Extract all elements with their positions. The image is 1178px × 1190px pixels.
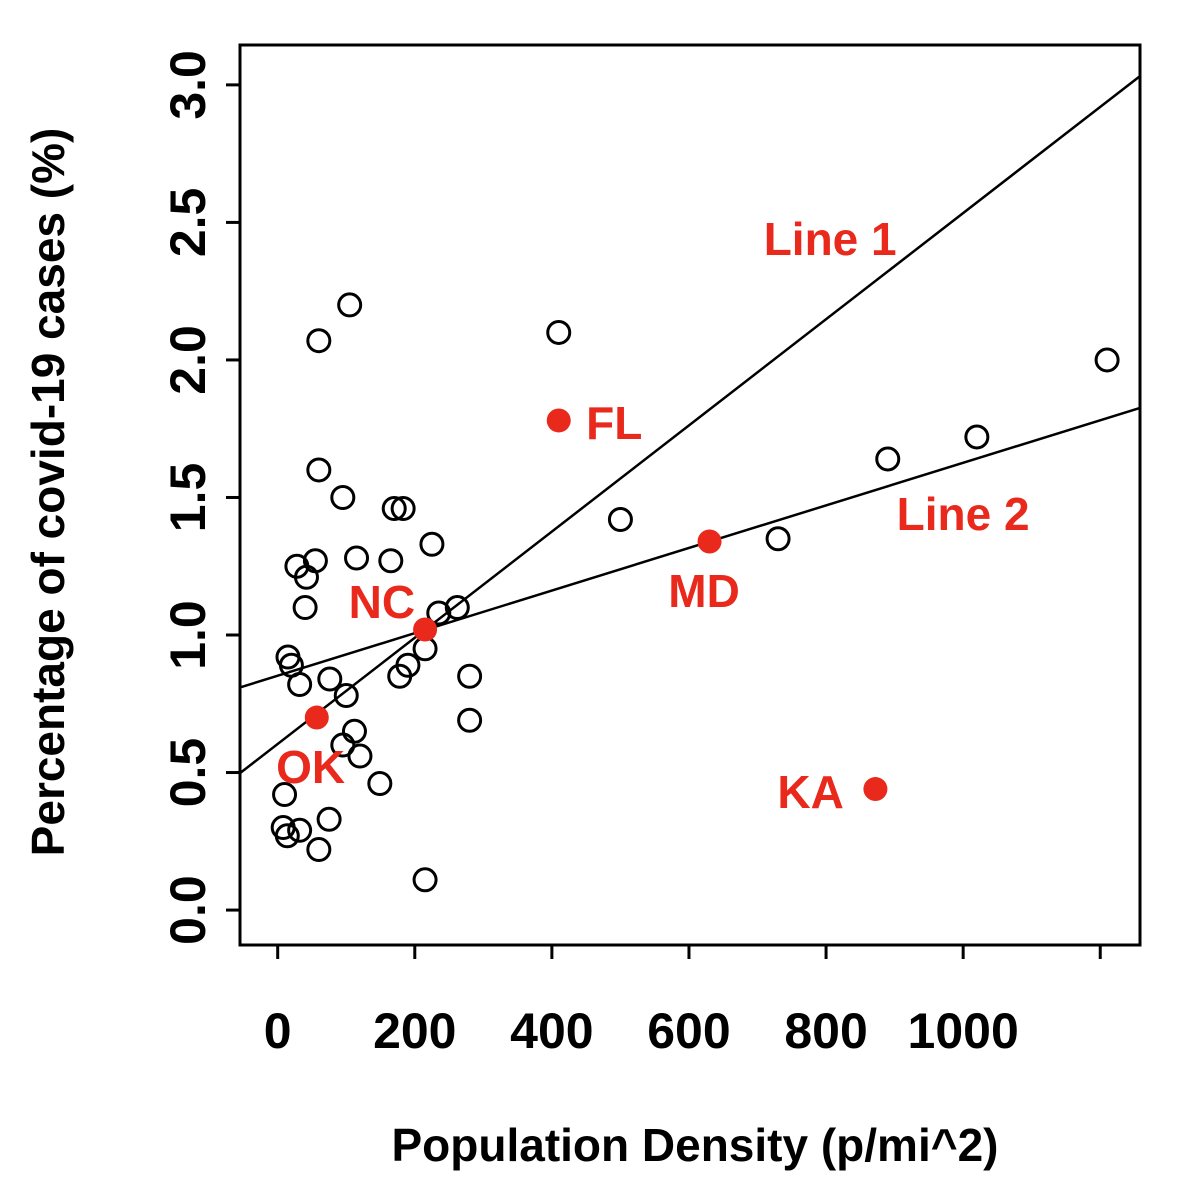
x-tick-label: 1000 [908,1003,1019,1059]
y-tick-label: 1.5 [160,463,216,533]
scatter-point [341,718,367,744]
x-axis-title: Population Density (p/mi^2) [391,1119,999,1171]
line-label-1: Line 1 [764,213,897,265]
x-tick-label: 800 [784,1003,867,1059]
scatter-point [546,319,572,345]
state-point-FL [546,408,571,433]
scatter-point [419,531,445,557]
scatter-point [317,666,343,692]
scatter-point [272,782,298,808]
scatter-point [1094,347,1120,373]
state-point-OK [304,705,329,730]
scatter-point [964,424,990,450]
scatter-point [344,545,370,571]
scatter-point [412,867,438,893]
scatter-point [306,457,332,483]
scatter-point [444,595,470,620]
y-tick-label: 2.0 [160,325,216,395]
state-label-FL: FL [586,397,642,449]
regression-line-1 [239,75,1141,775]
y-tick-label: 0.0 [160,875,216,945]
state-point-MD [697,529,722,554]
y-tick-label: 3.0 [160,50,216,120]
y-tick-label: 2.5 [160,188,216,258]
scatter-point [287,817,313,843]
state-label-OK: OK [276,741,345,793]
line-label-2: Line 2 [897,488,1030,540]
scatter-point [367,771,393,797]
x-tick-label: 0 [264,1003,292,1059]
state-label-MD: MD [668,565,740,617]
scatter-point [316,806,342,832]
scatter-point [426,600,452,626]
scatter-point [287,672,313,698]
scatter-point [274,823,300,849]
x-tick-label: 200 [373,1003,456,1059]
scatter-point [387,663,413,689]
state-point-KA [863,777,888,802]
scatter-point [390,495,416,521]
scatter-point [347,743,373,769]
scatter-point [292,595,318,620]
y-axis-title: Percentage of covid-19 cases (%) [22,127,74,857]
scatter-point [607,506,633,532]
scatter-point [306,837,332,863]
scatter-point [337,292,363,318]
x-tick-label: 600 [647,1003,730,1059]
scatter-point [381,495,407,521]
scatter-point [306,328,332,354]
scatter-point [333,683,359,709]
scatter-point [457,663,483,689]
scatter-point [765,526,791,552]
scatter-point [330,484,356,510]
state-label-KA: KA [777,766,843,818]
y-tick-label: 0.5 [160,738,216,808]
state-point-NC [413,617,438,642]
scatter-point [330,732,356,758]
x-tick-label: 400 [510,1003,593,1059]
scatter-point [457,707,483,733]
regression-line-2 [239,406,1141,689]
y-tick-label: 1.0 [160,600,216,670]
scatter-point [378,548,404,574]
scatter-point [875,446,901,472]
scatter-point [302,548,328,574]
state-label-NC: NC [349,576,415,628]
